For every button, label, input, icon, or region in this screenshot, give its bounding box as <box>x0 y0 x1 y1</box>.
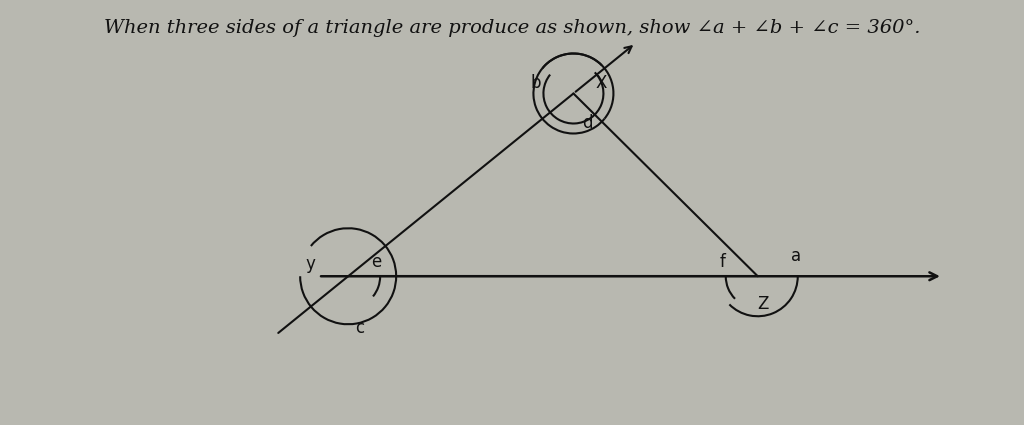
Text: f: f <box>720 253 726 271</box>
Text: Z: Z <box>757 295 768 313</box>
Text: X: X <box>596 74 607 93</box>
Text: y: y <box>305 255 315 273</box>
Text: a: a <box>791 247 801 265</box>
Text: d: d <box>583 114 593 133</box>
Text: e: e <box>371 253 381 271</box>
Text: b: b <box>530 74 541 93</box>
Text: c: c <box>355 319 365 337</box>
Text: When three sides of a triangle are produce as shown, show ∠a + ∠b + ∠c = 360°.: When three sides of a triangle are produ… <box>103 19 921 37</box>
